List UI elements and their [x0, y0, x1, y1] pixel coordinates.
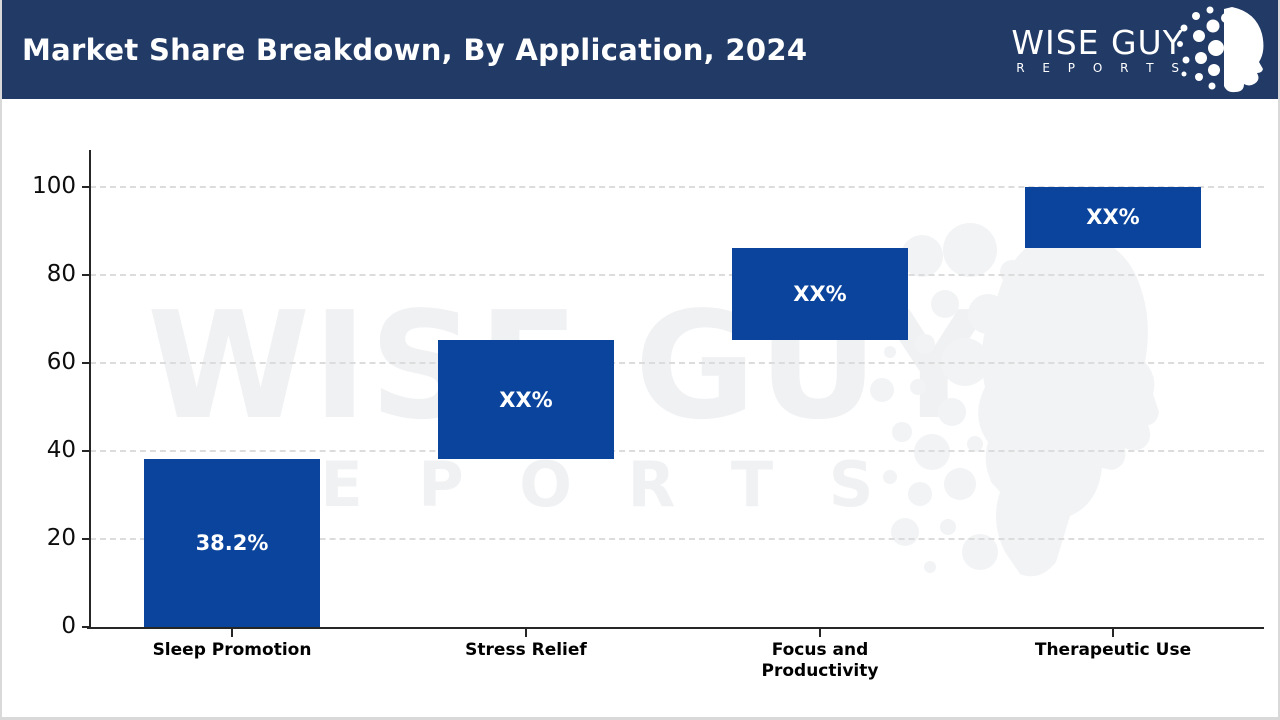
x-axis-category-label: Stress Relief	[465, 640, 587, 660]
gridline-80	[90, 274, 1264, 276]
x-axis-tick-mark	[819, 629, 821, 637]
logo-wordmark-line2: R E P O R T S	[1016, 60, 1186, 75]
y-axis-tick-label: 40	[46, 437, 76, 463]
y-axis-tick-mark	[82, 362, 90, 364]
gridline-60	[90, 362, 1264, 364]
gridline-40	[90, 450, 1264, 452]
y-axis-tick-mark	[82, 538, 90, 540]
x-axis-tick-mark	[1112, 629, 1114, 637]
y-axis-line	[89, 150, 91, 629]
gridline-100	[90, 186, 1264, 188]
y-axis-tick-mark	[82, 274, 90, 276]
gridline-20	[90, 538, 1264, 540]
header-bar: Market Share Breakdown, By Application, …	[2, 0, 1278, 99]
x-axis-category-label: Focus and Productivity	[761, 640, 879, 682]
watermark-head-graphic	[869, 223, 1159, 577]
y-axis-tick-label: 0	[61, 613, 76, 639]
logo-wordmark: WISE GUY R E P O R T S	[1009, 26, 1186, 74]
y-axis-tick-mark	[82, 626, 90, 628]
bar-segment: XX%	[1025, 187, 1201, 248]
y-axis-tick-label: 80	[46, 261, 76, 287]
y-axis-tick-mark	[82, 186, 90, 188]
bar-segment: XX%	[732, 247, 908, 341]
bar-value-label: 38.2%	[195, 530, 269, 555]
y-axis-tick-mark	[82, 450, 90, 452]
bar-value-label: XX%	[1086, 205, 1140, 230]
wiseguy-logo: WISE GUY R E P O R T S	[1009, 0, 1268, 99]
x-axis-line	[87, 627, 1264, 629]
bar-value-label: XX%	[793, 281, 847, 306]
y-axis-tick-label: 60	[46, 349, 76, 375]
bar-segment: XX%	[438, 340, 614, 459]
page-title: Market Share Breakdown, By Application, …	[22, 32, 808, 67]
x-axis-category-label: Sleep Promotion	[152, 640, 312, 660]
x-axis-category-label: Therapeutic Use	[1034, 640, 1192, 660]
bar-value-label: XX%	[499, 387, 553, 412]
y-axis-tick-label: 100	[32, 173, 76, 199]
x-axis-tick-mark	[525, 629, 527, 637]
watermark-line2: R E P O R T S	[217, 448, 891, 521]
x-axis-tick-mark	[231, 629, 233, 637]
logo-wordmark-line1: WISE GUY	[1011, 22, 1184, 62]
y-axis-tick-label: 20	[46, 525, 76, 551]
logo-head-icon	[1177, 6, 1264, 92]
bar-segment: 38.2%	[144, 458, 320, 627]
